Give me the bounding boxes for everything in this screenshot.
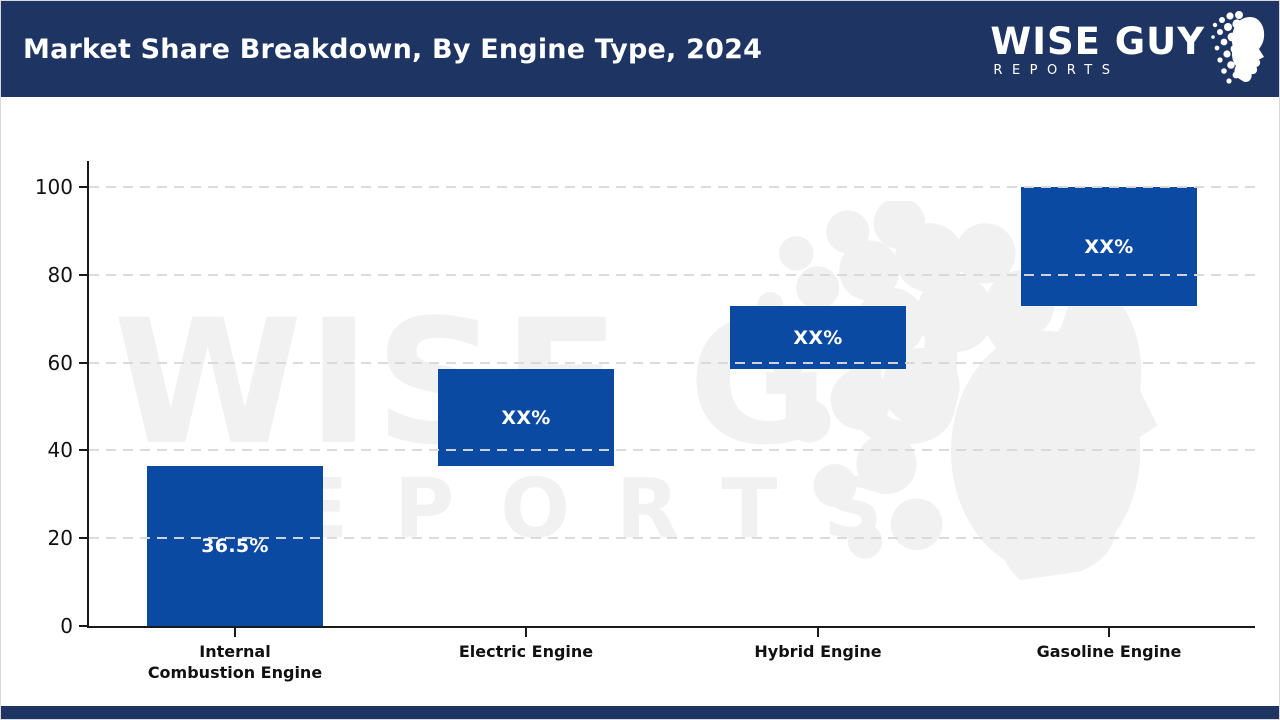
x-category-label-line: Gasoline Engine bbox=[1036, 642, 1182, 661]
logo-wordmark: WISE GUY bbox=[990, 20, 1205, 63]
x-category-label: Internal Combustion Engine bbox=[85, 641, 385, 683]
y-tick-label: 100 bbox=[34, 175, 73, 199]
x-tick-mark bbox=[817, 628, 819, 637]
y-tick-mark bbox=[79, 625, 88, 627]
header: Market Share Breakdown, By Engine Type, … bbox=[1, 1, 1279, 97]
x-category-label-line: Internal bbox=[199, 642, 271, 661]
y-tick-mark bbox=[79, 449, 88, 451]
y-tick-label: 20 bbox=[47, 526, 73, 550]
footer-bar bbox=[1, 706, 1279, 719]
y-tick-label: 0 bbox=[60, 614, 73, 638]
x-tick-mark bbox=[1108, 628, 1110, 637]
y-tick-mark bbox=[79, 537, 88, 539]
wiseguy-logo: WISE GUY REPORTS bbox=[990, 9, 1265, 91]
bar-gasoline-engine: XX% bbox=[1021, 187, 1197, 306]
bar-hybrid-engine: XX% bbox=[730, 306, 906, 369]
bar-electric-engine: XX% bbox=[438, 369, 614, 466]
x-category-label-line: Combustion Engine bbox=[147, 663, 323, 682]
y-tick-label: 80 bbox=[47, 263, 73, 287]
x-category-label-line: Electric Engine bbox=[458, 642, 594, 661]
x-category-label-line: Hybrid Engine bbox=[754, 642, 882, 661]
y-tick-mark bbox=[79, 186, 88, 188]
y-tick-mark bbox=[79, 274, 88, 276]
x-tick-mark bbox=[234, 628, 236, 637]
logo-subtitle: REPORTS bbox=[993, 63, 1120, 78]
gridline bbox=[89, 274, 1255, 276]
bar-value-label: XX% bbox=[793, 326, 843, 349]
y-axis-line bbox=[87, 161, 89, 628]
y-tick-label: 40 bbox=[47, 438, 73, 462]
x-axis-line bbox=[87, 626, 1255, 628]
bar-value-label: XX% bbox=[1084, 235, 1134, 258]
x-category-label: Gasoline Engine bbox=[959, 641, 1259, 662]
gridline bbox=[89, 449, 1255, 451]
x-category-label: Electric Engine bbox=[376, 641, 676, 662]
y-tick-label: 60 bbox=[47, 351, 73, 375]
chart-title: Market Share Breakdown, By Engine Type, … bbox=[23, 33, 763, 65]
y-tick-mark bbox=[79, 362, 88, 364]
gridline bbox=[89, 537, 1255, 539]
x-category-label: Hybrid Engine bbox=[668, 641, 968, 662]
bar-value-label: XX% bbox=[501, 406, 551, 429]
x-tick-mark bbox=[525, 628, 527, 637]
bar-value-label: 36.5% bbox=[201, 535, 269, 557]
gridline bbox=[89, 186, 1255, 188]
logo-head-icon bbox=[1211, 11, 1265, 84]
gridline bbox=[89, 362, 1255, 364]
bar-internal-combustion-engine: 36.5% bbox=[147, 466, 323, 626]
